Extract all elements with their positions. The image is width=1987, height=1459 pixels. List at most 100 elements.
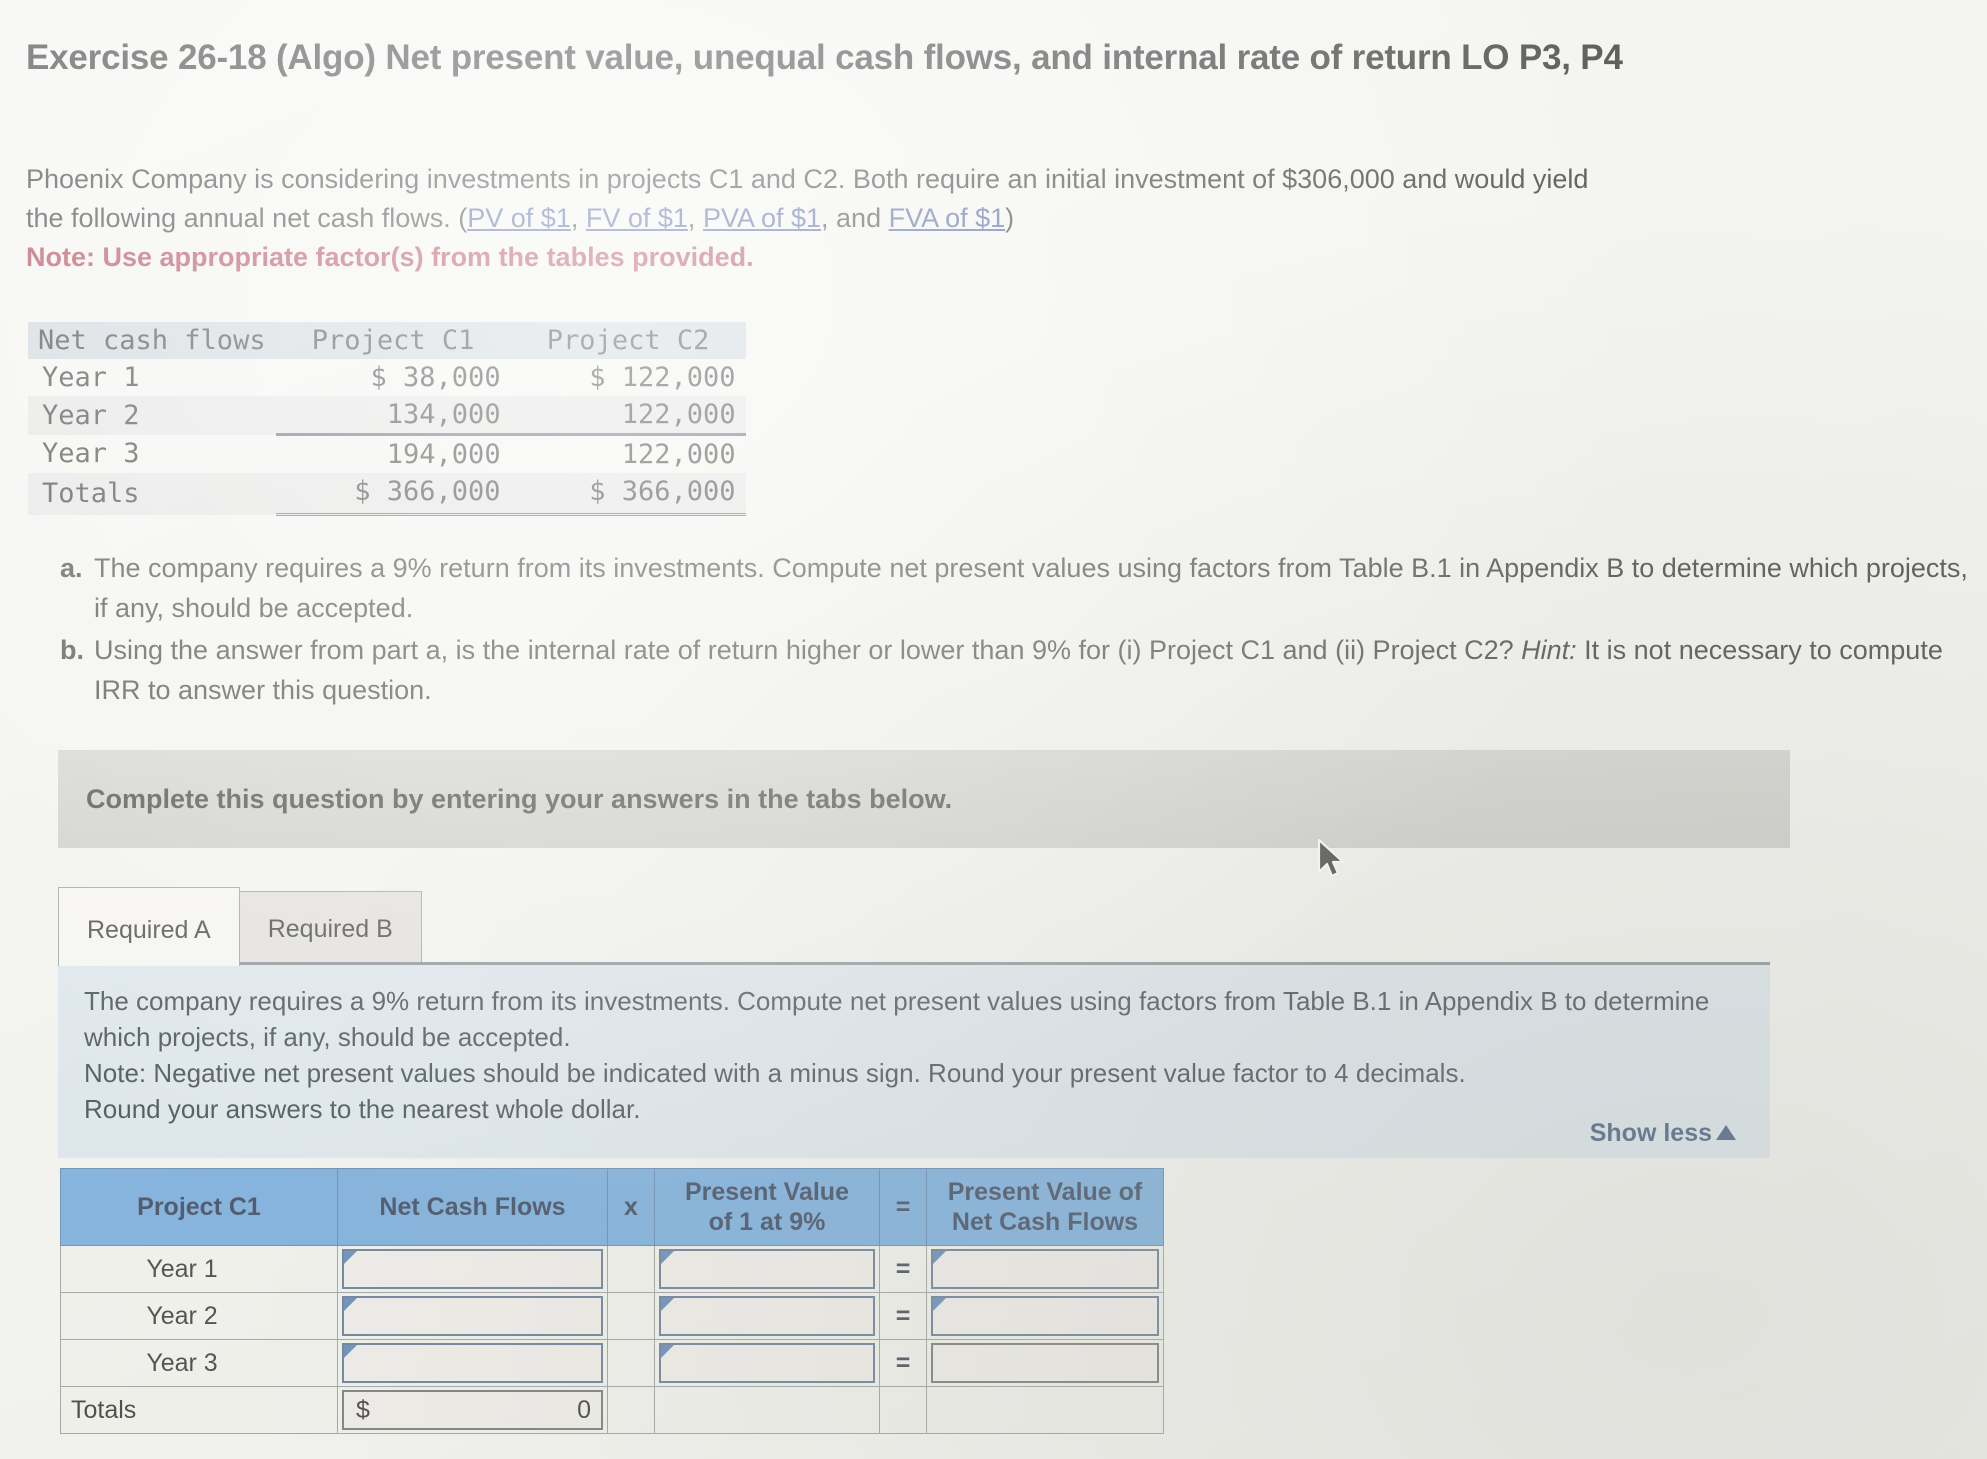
cell-c1-year-2: 134,000 — [275, 396, 511, 435]
cell-pv-factor-year-2[interactable] — [654, 1292, 880, 1340]
input-net-cash-flow-year-3[interactable] — [342, 1343, 603, 1383]
input-pv-factor-year-1[interactable] — [659, 1249, 875, 1289]
show-less-button[interactable]: Show less — [1590, 1119, 1736, 1148]
question-b-before-hint: Using the answer from part a, is the int… — [94, 635, 1522, 665]
triangle-up-icon — [1716, 1124, 1736, 1140]
use-factors-note: Note: Use appropriate factor(s) from the… — [26, 242, 754, 272]
cell-net-cash-flow-year-3[interactable] — [337, 1339, 608, 1387]
input-value — [661, 1251, 873, 1255]
table-totals-row: Totals $ 366,000 $ 366,000 — [28, 473, 746, 516]
input-value — [344, 1251, 601, 1255]
question-item-a: a. The company requires a 9% return from… — [60, 548, 1975, 628]
instruction-note-line-2: Round your answers to the nearest whole … — [84, 1094, 641, 1124]
header-multiply-operator: x — [607, 1168, 655, 1246]
question-list: a. The company requires a 9% return from… — [60, 548, 1975, 712]
cell-multiply-total — [607, 1386, 655, 1434]
page-title: Exercise 26-18 (Algo) Net present value,… — [26, 38, 1623, 77]
header-net-cash-flows: Net Cash Flows — [337, 1168, 608, 1246]
table-totals-row: Totals $ 0 — [60, 1386, 1164, 1434]
cell-c1-year-3: 194,000 — [275, 433, 511, 473]
header-present-value-of-ncf: Present Value of Net Cash Flows — [926, 1168, 1164, 1246]
header-project-c1: Project C1 — [275, 322, 511, 359]
tab-required-b[interactable]: Required B — [238, 891, 422, 966]
row-label-year-1: Year 1 — [42, 362, 140, 393]
cell-equals-year-1: = — [879, 1245, 927, 1293]
input-value — [933, 1298, 1157, 1302]
cell-pv-ncf-year-1[interactable] — [926, 1245, 1164, 1293]
header-equals-operator: = — [879, 1168, 927, 1246]
cell-net-cash-flow-year-1[interactable] — [337, 1245, 608, 1293]
instruction-body: The company requires a 9% return from it… — [84, 986, 1710, 1052]
link-fv-of-1[interactable]: FV of $1 — [585, 203, 688, 233]
header-project-c1: Project C1 — [60, 1168, 338, 1246]
cell-c2-year-1: $ 122,000 — [589, 362, 736, 393]
cell-multiply-year-3 — [607, 1339, 655, 1387]
question-item-b: b. Using the answer from part a, is the … — [60, 630, 1975, 710]
input-pv-ncf-year-1[interactable] — [931, 1249, 1159, 1289]
cell-net-cash-flow-year-2[interactable] — [337, 1292, 608, 1340]
question-text-a: The company requires a 9% return from it… — [94, 553, 1968, 623]
question-b-hint-label: Hint: — [1521, 635, 1577, 665]
table-row: Year 3 194,000 122,000 — [28, 433, 746, 473]
row-label-year-3: Year 3 — [60, 1339, 338, 1387]
cell-c2-total: $ 366,000 — [510, 473, 746, 516]
cell-equals-total — [879, 1386, 927, 1434]
header-pv-ncf-line-2: Net Cash Flows — [951, 1208, 1139, 1236]
instruction-panel: The company requires a 9% return from it… — [58, 962, 1770, 1158]
row-label-year-3: Year 3 — [42, 438, 140, 470]
cell-pv-ncf-total — [926, 1386, 1164, 1434]
cell-c2-year-3: 122,000 — [510, 433, 746, 473]
row-label-year-1: Year 1 — [60, 1245, 338, 1293]
cell-equals-year-2: = — [879, 1292, 927, 1340]
project-c1-answer-table: Project C1 Net Cash Flows x Present Valu… — [60, 1168, 1164, 1434]
header-present-value-factor: Present Value of 1 at 9% — [654, 1168, 880, 1246]
intro-line-1: Phoenix Company is considering investmen… — [26, 164, 1589, 194]
cell-pv-factor-year-1[interactable] — [654, 1245, 880, 1293]
input-value — [661, 1345, 873, 1349]
input-pv-factor-year-2[interactable] — [659, 1296, 875, 1336]
input-net-cash-flow-year-2[interactable] — [342, 1296, 603, 1336]
table-row: Year 2 = — [60, 1292, 1164, 1340]
link-pv-of-1[interactable]: PV of $1 — [467, 203, 571, 233]
row-label-year-2: Year 2 — [60, 1292, 338, 1340]
intro-line-2: the following annual net cash flows. (PV… — [26, 199, 1956, 238]
banner-text: Complete this question by entering your … — [86, 783, 953, 814]
table-row: Year 1 = — [60, 1245, 1164, 1293]
intro-sep-2: , — [687, 203, 703, 233]
input-value — [661, 1298, 873, 1302]
cell-multiply-year-2 — [607, 1292, 655, 1340]
complete-question-banner: Complete this question by entering your … — [58, 750, 1790, 848]
answer-table-header-row: Project C1 Net Cash Flows x Present Valu… — [60, 1168, 1164, 1246]
intro-paragraph: Phoenix Company is considering investmen… — [26, 160, 1956, 277]
cell-pv-ncf-year-3[interactable] — [926, 1339, 1164, 1387]
cell-pv-ncf-year-2[interactable] — [926, 1292, 1164, 1340]
cell-pv-factor-year-3[interactable] — [654, 1339, 880, 1387]
cell-c1-year-1: $ 38,000 — [370, 362, 501, 393]
input-pv-factor-year-3[interactable] — [659, 1343, 875, 1383]
required-tabs: Required A Required B — [58, 887, 422, 966]
input-pv-ncf-year-2[interactable] — [931, 1296, 1159, 1336]
cell-c1-total: $ 366,000 — [275, 473, 511, 516]
cell-pv-factor-total — [654, 1386, 880, 1434]
table-row: Year 3 = — [60, 1339, 1164, 1387]
link-fva-of-1[interactable]: FVA of $1 — [888, 203, 1006, 233]
row-label-totals: Totals — [28, 473, 276, 515]
header-pv-ncf-line-1: Present Value of — [947, 1178, 1143, 1206]
tab-required-a[interactable]: Required A — [58, 887, 240, 966]
input-value — [344, 1345, 601, 1349]
table-header-row: Net cash flows Project C1 Project C2 — [28, 322, 746, 359]
input-value — [933, 1345, 1157, 1349]
header-project-c2: Project C2 — [510, 322, 746, 359]
input-pv-ncf-year-3[interactable] — [931, 1343, 1159, 1383]
intro-sep-3: , and — [821, 203, 889, 233]
show-less-label: Show less — [1589, 1119, 1712, 1147]
row-label-year-2: Year 2 — [28, 396, 276, 435]
cell-equals-year-3: = — [879, 1339, 927, 1387]
net-cash-flows-table: Net cash flows Project C1 Project C2 Yea… — [28, 322, 746, 516]
input-net-cash-flow-year-1[interactable] — [342, 1249, 603, 1289]
table-row: Year 1 $ 38,000 $ 122,000 — [28, 359, 746, 396]
intro-sep-1: , — [570, 203, 586, 233]
question-marker-a: a. — [60, 553, 83, 583]
link-pva-of-1[interactable]: PVA of $1 — [702, 203, 822, 233]
question-marker-b: b. — [60, 635, 84, 665]
